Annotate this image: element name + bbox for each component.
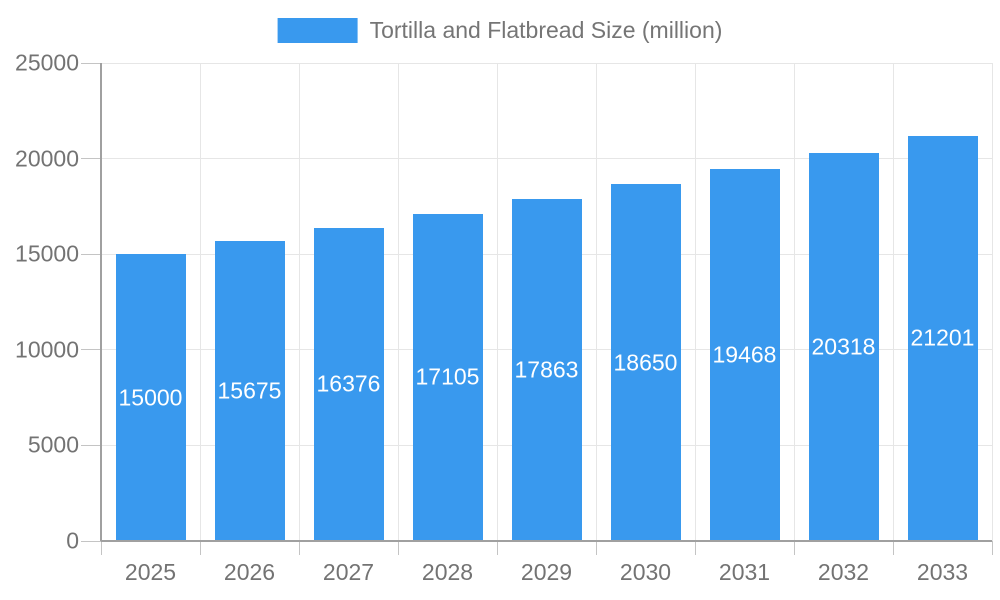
x-gridline: [694, 63, 696, 541]
y-axis-label: 20000: [15, 145, 79, 172]
x-axis-tick: [298, 541, 300, 555]
x-gridline: [496, 63, 498, 541]
bar-value-label: 17863: [514, 356, 579, 383]
bar[interactable]: [115, 254, 186, 540]
y-axis-label: 10000: [15, 336, 79, 363]
bar[interactable]: [511, 199, 582, 540]
bar[interactable]: [412, 213, 483, 540]
y-axis-tick: [81, 62, 101, 64]
x-axis-label: 2033: [916, 559, 969, 585]
bar[interactable]: [313, 227, 384, 540]
y-gridline: [101, 62, 992, 64]
legend-swatch: [277, 18, 358, 43]
legend-item[interactable]: Tortilla and Flatbread Size (million): [277, 17, 723, 44]
y-axis-label: 25000: [15, 49, 79, 76]
y-axis-label: 15000: [15, 240, 79, 267]
x-axis-tick: [991, 541, 993, 555]
x-axis-label: 2027: [322, 559, 375, 585]
bar-value-label: 21201: [910, 324, 975, 351]
x-gridline: [397, 63, 399, 541]
x-gridline: [793, 63, 795, 541]
bar[interactable]: [214, 241, 285, 540]
x-axis-label: 2028: [421, 559, 474, 585]
x-axis-tick: [694, 541, 696, 555]
y-gridline: [101, 158, 992, 160]
x-axis-label: 2030: [619, 559, 672, 585]
y-axis-tick: [81, 158, 101, 160]
x-gridline: [298, 63, 300, 541]
y-axis-line: [100, 63, 102, 541]
y-axis-tick: [81, 349, 101, 351]
bar-value-label: 19468: [712, 341, 777, 368]
bar[interactable]: [808, 152, 879, 540]
x-axis-tick: [496, 541, 498, 555]
bar-value-label: 15000: [118, 384, 183, 411]
x-axis-label: 2025: [124, 559, 177, 585]
x-axis-tick: [793, 541, 795, 555]
bar-value-label: 15675: [217, 377, 282, 404]
x-axis-label: 2029: [520, 559, 573, 585]
x-axis-label: 2031: [718, 559, 771, 585]
x-axis-label: 2026: [223, 559, 276, 585]
y-axis-label: 0: [66, 527, 79, 554]
x-axis-tick: [100, 541, 102, 555]
bar-value-label: 17105: [415, 363, 480, 390]
x-axis-line: [101, 540, 992, 542]
bar-value-label: 20318: [811, 333, 876, 360]
y-axis-tick: [81, 540, 101, 542]
x-axis-tick: [397, 541, 399, 555]
x-axis-tick: [199, 541, 201, 555]
y-axis-tick: [81, 253, 101, 255]
bar-value-label: 18650: [613, 349, 678, 376]
y-axis-label: 5000: [27, 431, 79, 458]
x-gridline: [991, 63, 993, 541]
x-axis-tick: [892, 541, 894, 555]
x-axis-label: 2032: [817, 559, 870, 585]
bar-value-label: 16376: [316, 370, 381, 397]
x-gridline: [892, 63, 894, 541]
x-gridline: [199, 63, 201, 541]
bar[interactable]: [610, 184, 681, 540]
bar[interactable]: [709, 168, 780, 540]
x-gridline: [595, 63, 597, 541]
legend-label: Tortilla and Flatbread Size (million): [369, 17, 723, 43]
x-axis-tick: [595, 541, 597, 555]
y-axis-tick: [81, 444, 101, 446]
bar[interactable]: [907, 135, 978, 540]
